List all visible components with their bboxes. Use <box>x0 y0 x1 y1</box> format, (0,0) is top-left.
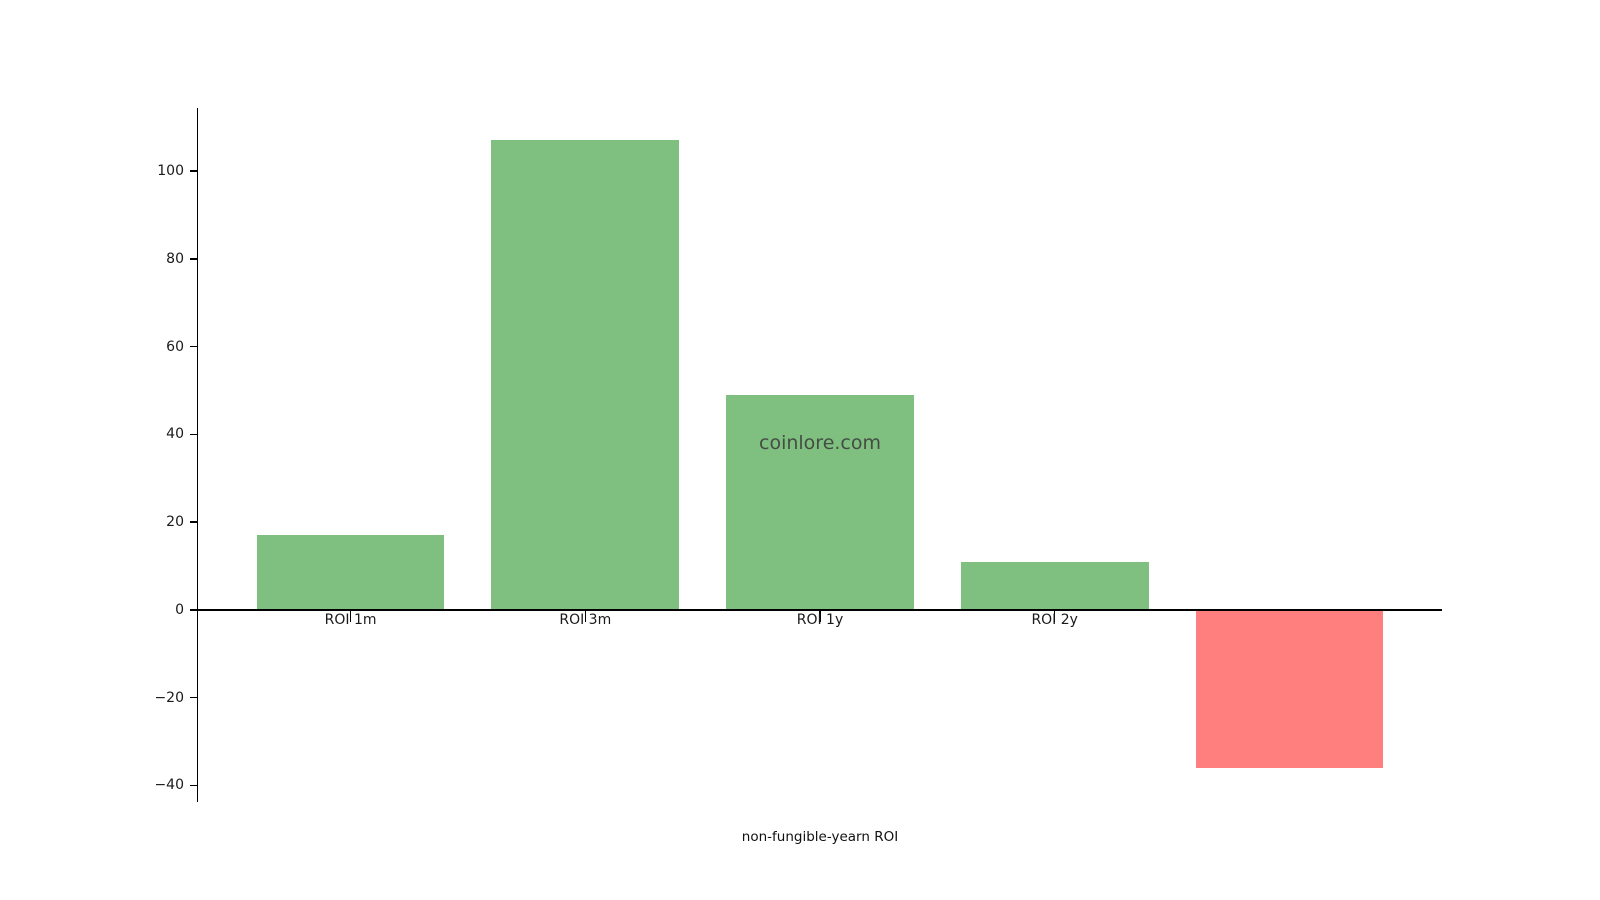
y-tick-mark <box>189 170 197 172</box>
y-tick-label: 20 <box>166 514 184 531</box>
x-tick-mark <box>819 608 821 622</box>
y-tick-mark <box>189 345 197 348</box>
y-tick-label: 40 <box>166 426 184 443</box>
x-tick-label: ROI 2y <box>1031 611 1078 628</box>
y-tick-label: 0 <box>175 601 184 618</box>
y-tick-mark <box>189 609 197 611</box>
y-tick-label: 100 <box>157 163 184 180</box>
x-axis-title: non-fungible-yearn ROI <box>741 829 899 845</box>
bar-roi-1y <box>726 394 914 610</box>
y-tick-mark <box>189 521 197 523</box>
x-tick-label: ROI 3m <box>559 611 612 628</box>
y-tick-mark <box>189 784 197 787</box>
y-tick-mark <box>189 258 197 260</box>
x-tick-label: ROI 1y <box>796 611 844 628</box>
x-tick-label: ROI 1m <box>324 611 377 628</box>
y-tick-label: 60 <box>166 338 184 355</box>
x-tick-mark <box>584 608 587 622</box>
bar-index-4 <box>1195 609 1384 768</box>
x-tick-mark <box>1053 608 1056 622</box>
watermark: coinlore.com <box>759 432 881 454</box>
x-axis-line <box>198 609 1442 611</box>
bar-roi-2y <box>960 561 1149 610</box>
y-axis-spine <box>196 108 198 802</box>
bar-roi-3m <box>491 140 680 610</box>
y-tick-mark <box>189 696 197 699</box>
y-tick-label: 80 <box>166 250 184 267</box>
x-tick-mark <box>349 608 352 622</box>
y-tick-mark <box>189 433 197 436</box>
y-tick-label: −40 <box>154 777 184 794</box>
bar-roi-1m <box>256 535 445 610</box>
y-tick-label: −20 <box>154 689 184 706</box>
